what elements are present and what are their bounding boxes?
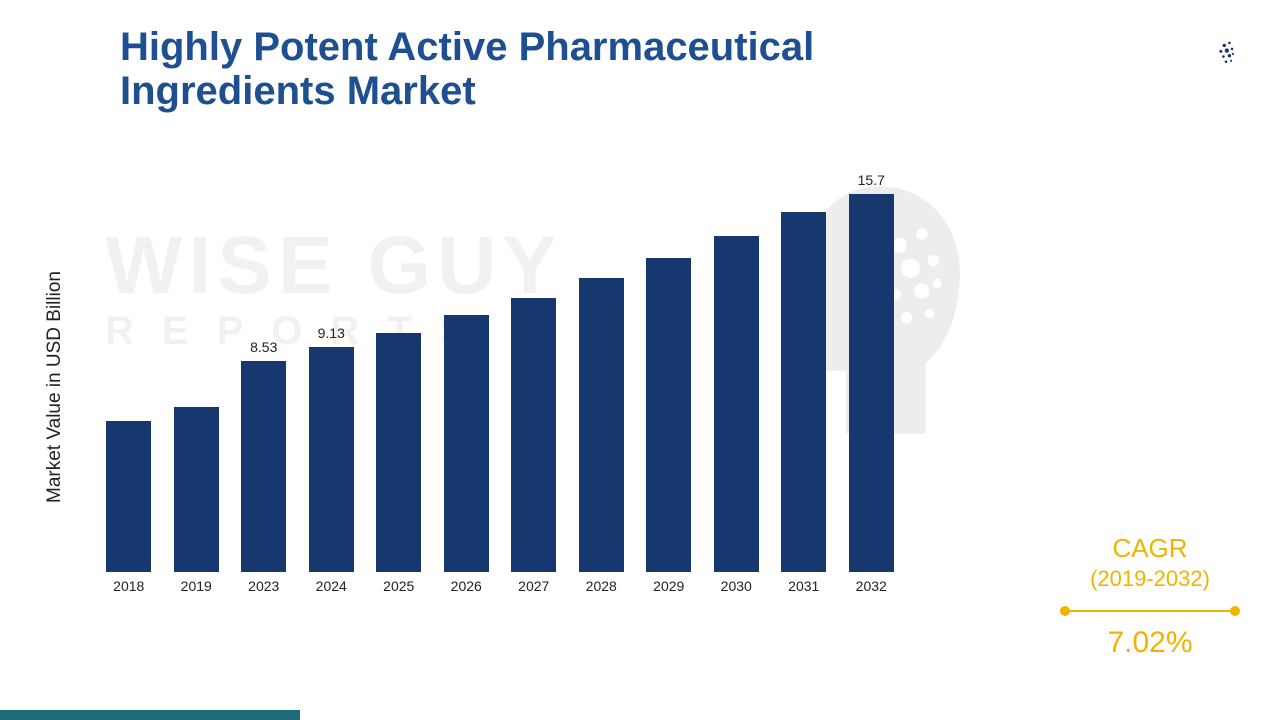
cagr-title: CAGR	[1020, 533, 1280, 564]
bar-slot	[770, 172, 838, 572]
infographic-stage: WISE GUY REPORTS Highly Potent Active Ph…	[0, 0, 1280, 720]
cagr-block: CAGR (2019-2032) 7.02%	[1020, 533, 1280, 660]
x-tick-label: 2031	[770, 572, 838, 602]
bar-chart: Market Value in USD Billion 8.539.1315.7…	[65, 172, 905, 602]
bar-slot	[433, 172, 501, 572]
bar-rect	[376, 333, 421, 573]
bar-rect	[444, 315, 489, 572]
x-tick-label: 2018	[95, 572, 163, 602]
head-icon	[1190, 30, 1250, 90]
bar-slot	[568, 172, 636, 572]
bar-rect	[511, 298, 556, 572]
bar-slot	[95, 172, 163, 572]
logo-sub-text: REPORTS	[1016, 94, 1250, 110]
x-tick-label: 2032	[838, 572, 906, 602]
x-tick-label: 2025	[365, 572, 433, 602]
cagr-value: 7.02%	[1020, 626, 1280, 660]
bar-slot	[365, 172, 433, 572]
bar-slot	[703, 172, 771, 572]
x-tick-label: 2024	[298, 572, 366, 602]
bar-rect	[579, 278, 624, 572]
y-axis-label: Market Value in USD Billion	[44, 271, 66, 503]
bar-rect	[106, 421, 151, 572]
page-title: Highly Potent Active Pharmaceutical Ingr…	[120, 25, 880, 113]
bar-value-label: 8.53	[250, 339, 277, 357]
bar-rect	[849, 194, 894, 572]
bar-rect	[174, 407, 219, 572]
x-tick-label: 2026	[433, 572, 501, 602]
x-tick-label: 2030	[703, 572, 771, 602]
bar-rect	[241, 361, 286, 572]
bar-slot: 8.53	[230, 172, 298, 572]
x-tick-label: 2028	[568, 572, 636, 602]
bar-rect	[309, 347, 354, 572]
x-tick-label: 2027	[500, 572, 568, 602]
bar-slot: 15.7	[838, 172, 906, 572]
footer-stripe	[0, 710, 300, 720]
bar-value-label: 15.7	[858, 172, 885, 190]
bar-rect	[714, 236, 759, 572]
bar-slot	[635, 172, 703, 572]
bar-slot	[163, 172, 231, 572]
x-axis-labels: 2018201920232024202520262027202820292030…	[95, 572, 905, 602]
logo-main-text: WISE GUY	[1016, 43, 1182, 77]
x-tick-label: 2023	[230, 572, 298, 602]
bar-slot	[500, 172, 568, 572]
bar-value-label: 9.13	[318, 325, 345, 343]
x-tick-label: 2019	[163, 572, 231, 602]
bar-rect	[646, 258, 691, 572]
bars-area: 8.53 9.13 15.7	[95, 172, 905, 572]
cagr-divider-line	[1065, 610, 1235, 612]
bar-rect	[781, 212, 826, 572]
cagr-years: (2019-2032)	[1020, 566, 1280, 592]
x-tick-label: 2029	[635, 572, 703, 602]
brand-logo: WISE GUY REPORTS	[1016, 30, 1250, 110]
bar-slot: 9.13	[298, 172, 366, 572]
